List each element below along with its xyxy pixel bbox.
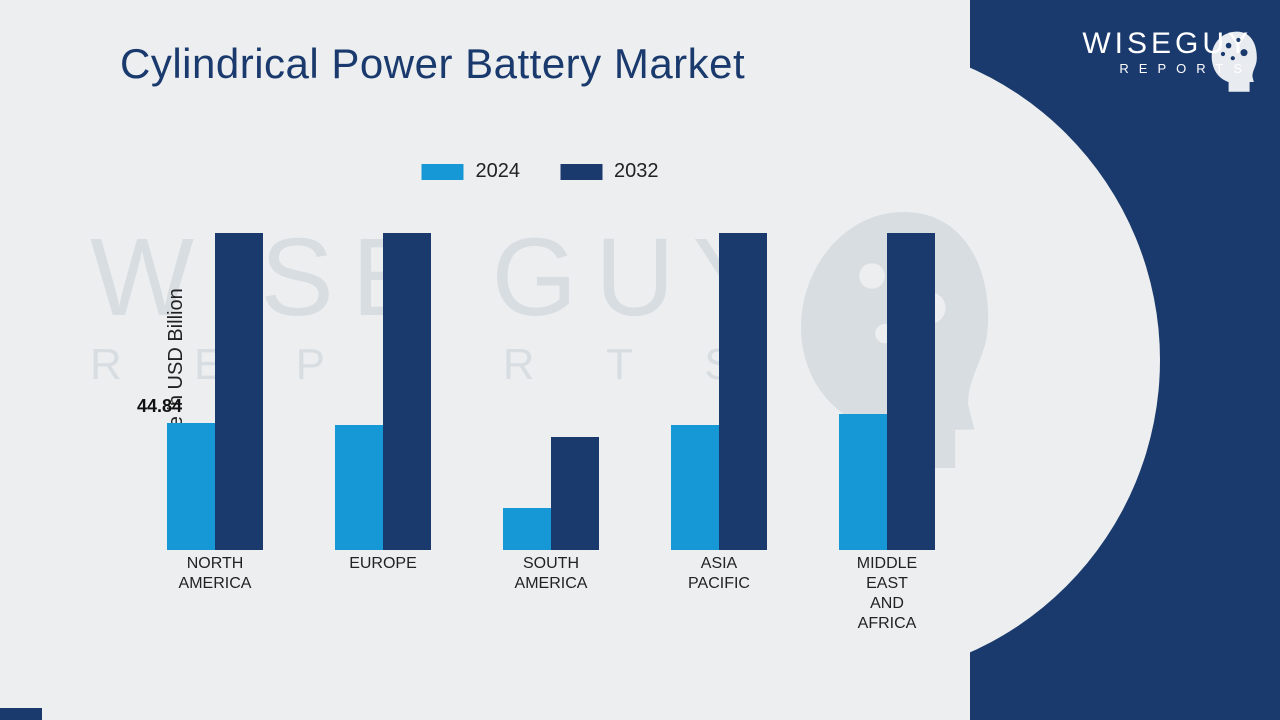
bottom-accent-bar (0, 708, 42, 720)
legend-label-2032: 2032 (614, 160, 659, 183)
bar-2024 (503, 508, 551, 551)
bar-group: 44.84 (140, 233, 290, 550)
x-axis-label: MIDDLEEASTANDAFRICA (812, 554, 962, 634)
data-label: 44.84 (137, 396, 182, 417)
bar-2024 (839, 414, 887, 550)
bar-2024 (335, 425, 383, 550)
legend-swatch-2032 (560, 164, 602, 180)
bar-2032 (551, 437, 599, 550)
bar-2024 (167, 423, 215, 550)
plot-area: 44.84 (140, 210, 960, 550)
bar-group (476, 437, 626, 550)
legend: 2024 2032 (422, 160, 659, 183)
brand-logo: WISEGUY REPORTS (1082, 28, 1252, 75)
chart-title: Cylindrical Power Battery Market (120, 40, 745, 88)
bar-group (308, 233, 458, 550)
bar-group (644, 233, 794, 550)
legend-item-2032: 2032 (560, 160, 659, 183)
legend-item-2024: 2024 (422, 160, 521, 183)
x-axis-label: NORTHAMERICA (140, 554, 290, 594)
legend-label-2024: 2024 (476, 160, 521, 183)
bar-2032 (215, 233, 263, 550)
bar-group (812, 233, 962, 550)
bar-chart: Market Size in USD Billion 2024 2032 44.… (100, 160, 980, 650)
x-axis-label: EUROPE (308, 554, 458, 574)
x-axis-label: SOUTHAMERICA (476, 554, 626, 594)
bar-2032 (719, 233, 767, 550)
bar-2024 (671, 425, 719, 550)
legend-swatch-2024 (422, 164, 464, 180)
brand-head-icon (1188, 26, 1258, 96)
bar-2032 (887, 233, 935, 550)
bar-2032 (383, 233, 431, 550)
x-axis-label: ASIAPACIFIC (644, 554, 794, 594)
chart-canvas: WISE GUY R E P O R T S Cylindrical Power… (0, 0, 1280, 720)
